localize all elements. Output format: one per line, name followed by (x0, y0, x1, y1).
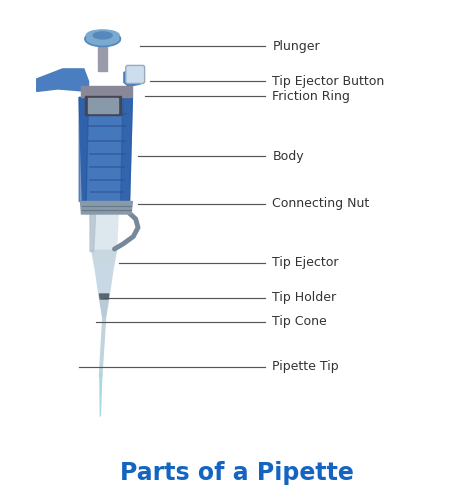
Text: Tip Ejector Button: Tip Ejector Button (273, 75, 384, 88)
FancyBboxPatch shape (88, 99, 118, 114)
Text: Tip Cone: Tip Cone (273, 315, 327, 328)
Text: Plunger: Plunger (273, 40, 320, 53)
Polygon shape (79, 98, 89, 202)
Polygon shape (90, 212, 96, 252)
Polygon shape (124, 67, 140, 87)
FancyBboxPatch shape (85, 97, 120, 116)
FancyBboxPatch shape (98, 39, 108, 71)
Polygon shape (81, 202, 132, 214)
FancyBboxPatch shape (81, 87, 132, 98)
Text: Friction Ring: Friction Ring (273, 90, 350, 103)
Text: Parts of a Pipette: Parts of a Pipette (120, 461, 354, 484)
Polygon shape (100, 319, 106, 377)
Polygon shape (100, 374, 102, 416)
Text: Pipette Tip: Pipette Tip (273, 360, 339, 373)
Text: Tip Holder: Tip Holder (273, 291, 337, 304)
Text: Connecting Nut: Connecting Nut (273, 198, 370, 210)
Polygon shape (79, 98, 132, 202)
Text: Body: Body (273, 150, 304, 163)
Ellipse shape (86, 30, 119, 41)
Text: Tip Ejector: Tip Ejector (273, 256, 339, 269)
Polygon shape (92, 250, 117, 267)
Polygon shape (95, 266, 114, 297)
Polygon shape (90, 212, 118, 252)
Polygon shape (100, 294, 109, 299)
Ellipse shape (85, 31, 120, 46)
FancyBboxPatch shape (126, 65, 145, 83)
Polygon shape (36, 69, 89, 92)
Ellipse shape (93, 32, 112, 39)
Polygon shape (120, 98, 132, 202)
Polygon shape (100, 297, 109, 320)
